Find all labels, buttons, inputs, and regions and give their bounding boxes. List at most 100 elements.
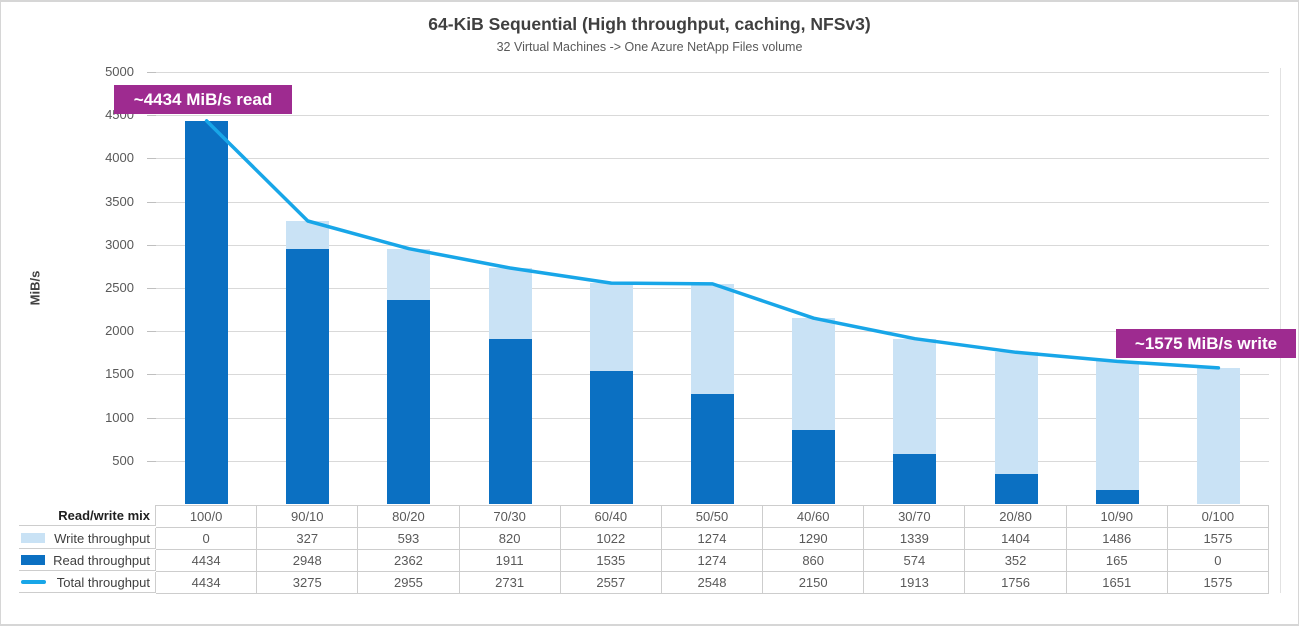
value-cell: 0 [1167, 550, 1269, 572]
row-label: Read throughput [53, 552, 150, 568]
value-cell: 1535 [560, 550, 662, 572]
chart-subtitle: 32 Virtual Machines -> One Azure NetApp … [496, 40, 803, 54]
y-tick-label: 500 [112, 452, 134, 468]
value-cell: 2362 [358, 550, 460, 572]
value-cell: 4434 [156, 550, 258, 572]
read-bar-segment [893, 454, 937, 504]
row-label: Write throughput [54, 530, 150, 546]
value-cell: 3275 [257, 572, 359, 594]
y-tick-mark [147, 417, 156, 419]
category-cell: 100/0 [156, 505, 258, 528]
legend-line-swatch [21, 580, 46, 584]
category-cell: 20/80 [965, 505, 1067, 528]
y-axis-title: MiB/s [27, 270, 43, 306]
category-cell: 40/60 [763, 505, 865, 528]
category-cell: 60/40 [560, 505, 662, 528]
legend-read-swatch [21, 555, 45, 565]
category-cell: 90/10 [257, 505, 359, 528]
value-cell: 574 [864, 550, 966, 572]
read-bar-segment [691, 393, 734, 504]
write-bar-segment [387, 248, 431, 300]
category-cell: 80/20 [358, 505, 460, 528]
value-cell: 4434 [156, 572, 258, 594]
row-label: Total throughput [56, 574, 150, 590]
value-cell: 820 [459, 528, 561, 550]
value-cell: 1404 [965, 528, 1067, 550]
table-row-header-mix: Read/write mix [19, 505, 156, 526]
value-cell: 1911 [459, 550, 561, 572]
write-bar-segment [488, 268, 532, 339]
read-bar-segment [286, 249, 330, 504]
value-cell: 2731 [459, 572, 561, 594]
write-bar-segment [286, 221, 330, 250]
y-tick-label: 2000 [105, 323, 134, 339]
write-bar-segment [691, 283, 734, 394]
value-cell: 593 [358, 528, 460, 550]
value-cell: 1575 [1167, 528, 1269, 550]
read-peak-callout: ~4434 MiB/s read [114, 85, 292, 114]
write-bar-segment [893, 338, 937, 455]
value-cell: 1274 [661, 550, 764, 572]
category-cell: 70/30 [459, 505, 561, 528]
table-row-header: Read throughput [19, 550, 156, 571]
write-bar-segment [792, 318, 836, 430]
y-tick-mark [147, 244, 156, 246]
read-bar-segment [1095, 489, 1139, 504]
category-cell: 0/100 [1167, 505, 1269, 528]
table-row-header: Total throughput [19, 572, 156, 593]
y-tick-mark [147, 201, 156, 203]
write-bar-segment [589, 283, 633, 372]
y-tick-mark [147, 460, 156, 462]
value-cell: 2150 [763, 572, 865, 594]
y-tick-label: 3000 [105, 236, 134, 252]
value-cell: 0 [156, 528, 258, 550]
gridline [156, 72, 1269, 73]
row-label: Read/write mix [58, 507, 150, 523]
y-tick-label: 5000 [105, 64, 134, 79]
value-cell: 2557 [560, 572, 662, 594]
y-tick-mark [147, 331, 156, 333]
read-bar-segment [994, 473, 1038, 504]
gridline [156, 201, 1269, 203]
category-cell: 30/70 [864, 505, 966, 528]
legend-write-swatch [21, 533, 45, 543]
gridline [156, 115, 1269, 117]
value-cell: 2955 [358, 572, 460, 594]
read-bar-segment [185, 120, 229, 504]
y-tick-label: 3500 [105, 193, 134, 209]
chart-title: 64-KiB Sequential (High throughput, cach… [428, 14, 871, 34]
y-tick-mark [147, 288, 156, 289]
value-cell: 327 [257, 528, 359, 550]
value-cell: 2948 [257, 550, 359, 572]
y-tick-mark [147, 158, 156, 160]
value-cell: 1756 [965, 572, 1067, 594]
value-cell: 1486 [1066, 528, 1168, 550]
y-tick-label: 2500 [105, 280, 134, 295]
table-row-header: Write throughput [19, 528, 156, 549]
value-cell: 165 [1066, 550, 1168, 572]
write-bar-segment [1196, 367, 1240, 504]
value-cell: 1290 [763, 528, 865, 550]
value-cell: 1575 [1167, 572, 1269, 594]
y-tick-label: 1000 [105, 409, 134, 425]
y-tick-label: 4000 [105, 150, 134, 166]
read-bar-segment [488, 338, 532, 504]
write-bar-segment [1095, 361, 1139, 490]
value-cell: 2548 [661, 572, 764, 594]
category-cell: 50/50 [661, 505, 764, 528]
value-cell: 860 [763, 550, 865, 572]
y-tick-mark [147, 72, 156, 73]
value-cell: 352 [965, 550, 1067, 572]
write-bar-segment [994, 352, 1038, 474]
value-cell: 1651 [1066, 572, 1168, 594]
value-cell: 1022 [560, 528, 662, 550]
y-tick-mark [147, 115, 156, 117]
data-table: Read/write mix 100/0 90/10 80/20 70/30 60/40 5… [19, 505, 1269, 594]
value-cell: 1339 [864, 528, 966, 550]
value-cell: 1913 [864, 572, 966, 594]
y-tick-label: 1500 [105, 366, 134, 382]
read-bar-segment [589, 371, 633, 504]
read-bar-segment [387, 299, 431, 504]
gridline [156, 158, 1269, 160]
